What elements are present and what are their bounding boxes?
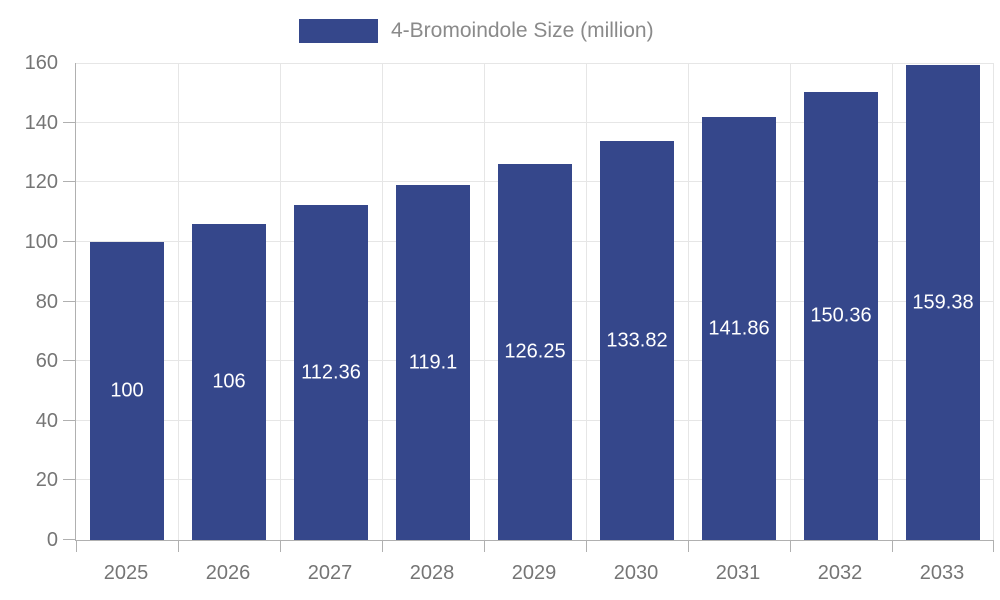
bar-value-label: 119.1: [408, 351, 458, 373]
x-tick-mark: [178, 540, 179, 552]
bar: 159.38: [906, 65, 980, 540]
y-tick-label: 140: [24, 112, 58, 134]
x-tick-mark: [280, 540, 281, 552]
v-gridline: [790, 63, 791, 540]
x-tick-label: 2031: [715, 562, 761, 584]
bar: 100: [90, 242, 164, 540]
plot-area: 100 106 112.36 119.1 126.25 133.82 141.86 150.3…: [63, 63, 994, 552]
v-gridline: [993, 63, 994, 540]
bar-value-label: 150.36: [810, 304, 872, 327]
y-tick-mark: [63, 360, 75, 361]
y-tick-label: 100: [24, 231, 58, 253]
y-tick-label: 0: [46, 529, 58, 551]
v-gridline: [484, 63, 485, 540]
y-tick-label: 120: [24, 171, 58, 193]
x-tick-label: 2027: [307, 562, 353, 584]
h-gridline: [76, 122, 994, 123]
y-tick-mark: [63, 181, 75, 182]
bar-value-label: 126.25: [504, 340, 566, 363]
y-tick-label: 20: [35, 469, 58, 491]
bar: 126.25: [498, 164, 572, 540]
y-tick-label: 160: [24, 52, 58, 74]
x-tick-mark: [76, 540, 77, 552]
bar-value-label: 159.38: [912, 291, 974, 313]
y-tick-mark: [63, 301, 75, 302]
bar: 112.36: [294, 205, 368, 540]
bar: 141.86: [702, 117, 776, 540]
x-tick-label: 2030: [613, 562, 659, 584]
y-tick-label: 40: [35, 410, 58, 432]
x-axis: 2025 2026 2027 2028 2029 2030 2031 2032 2033: [75, 558, 993, 588]
y-tick-mark: [63, 479, 75, 480]
bar-value-label: 106: [212, 370, 246, 393]
bar-value-label: 133.82: [606, 329, 668, 351]
bar-value-label: 100: [110, 379, 144, 402]
x-tick-mark: [484, 540, 485, 552]
y-tick-label: 80: [35, 291, 58, 313]
y-tick-mark: [63, 241, 75, 242]
v-gridline: [586, 63, 587, 540]
x-tick-mark: [993, 540, 994, 552]
bar: 133.82: [600, 141, 674, 540]
v-gridline: [688, 63, 689, 540]
bar: 119.1: [396, 185, 470, 540]
x-tick-mark: [382, 540, 383, 552]
v-gridline: [892, 63, 893, 540]
y-tick-mark: [63, 420, 75, 421]
v-gridline: [280, 63, 281, 540]
x-tick-mark: [790, 540, 791, 552]
x-tick-mark: [688, 540, 689, 552]
h-gridline: [76, 63, 994, 64]
bar-value-label: 141.86: [708, 317, 770, 339]
bar-value-label: 112.36: [301, 361, 361, 383]
x-tick-mark: [892, 540, 893, 552]
x-tick-mark: [586, 540, 587, 552]
x-tick-label: 2025: [103, 562, 149, 584]
v-gridline: [382, 63, 383, 540]
v-gridline: [178, 63, 179, 540]
y-tick-label: 60: [35, 350, 58, 372]
y-axis: 0 20 40 60 80 100 120 140 160: [0, 52, 58, 551]
legend-label: 4-Bromoindole Size (million): [391, 19, 654, 42]
y-tick-mark: [63, 539, 75, 540]
x-tick-label: 2028: [409, 562, 455, 584]
bar: 150.36: [804, 92, 878, 540]
chart-legend: 4-Bromoindole Size (million): [299, 19, 654, 43]
x-tick-label: 2033: [919, 562, 965, 584]
x-tick-label: 2029: [511, 562, 557, 584]
y-tick-mark: [63, 122, 75, 123]
legend-swatch-icon: [299, 19, 378, 43]
x-tick-label: 2032: [817, 562, 863, 584]
bar: 106: [192, 224, 266, 540]
x-tick-label: 2026: [205, 562, 251, 584]
